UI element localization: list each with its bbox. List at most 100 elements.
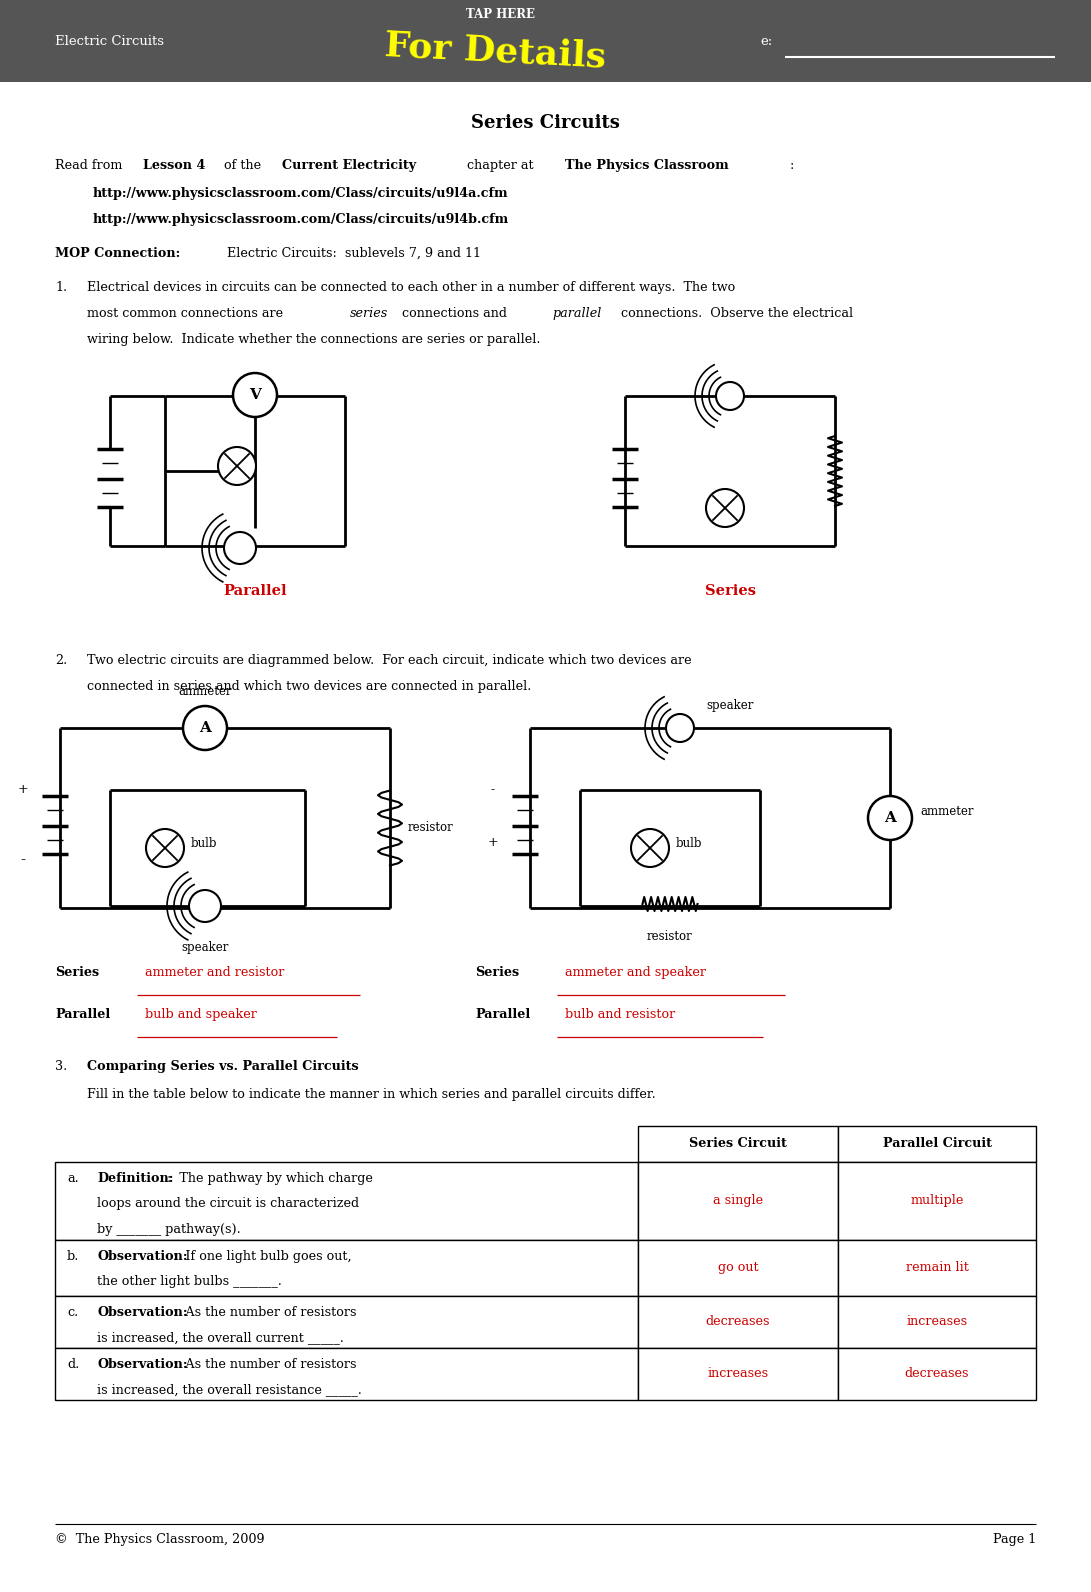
Bar	[638, 1240, 838, 1296]
Text: :  As the number of resistors: : As the number of resistors	[173, 1305, 357, 1320]
Text: most common connections are: most common connections are	[87, 307, 287, 320]
Text: Series: Series	[475, 966, 519, 979]
Bar	[638, 1296, 838, 1348]
Text: Series Circuit: Series Circuit	[690, 1138, 787, 1151]
Bar	[55, 1162, 638, 1240]
Text: connections.  Observe the electrical: connections. Observe the electrical	[618, 307, 853, 320]
Text: Parallel: Parallel	[55, 1008, 110, 1020]
Text: c.: c.	[67, 1305, 79, 1320]
Text: is increased, the overall current _____.: is increased, the overall current _____.	[97, 1331, 344, 1345]
Text: The Physics Classroom: The Physics Classroom	[565, 159, 729, 172]
Text: MOP Connection:: MOP Connection:	[55, 247, 180, 259]
Text: Observation:: Observation:	[97, 1305, 188, 1320]
Bar	[838, 1348, 1036, 1399]
Text: d.: d.	[67, 1358, 80, 1371]
Text: http://www.physicsclassroom.com/Class/circuits/u9l4a.cfm: http://www.physicsclassroom.com/Class/ci…	[93, 186, 508, 201]
Bar	[0, 0, 1091, 83]
Text: Observation:: Observation:	[97, 1250, 188, 1262]
Circle shape	[716, 382, 744, 411]
Bar	[638, 1126, 838, 1162]
Text: ammeter: ammeter	[920, 806, 973, 818]
Text: bulb: bulb	[191, 837, 217, 850]
Text: ammeter: ammeter	[178, 685, 231, 697]
Bar	[838, 1162, 1036, 1240]
Text: :  As the number of resistors: : As the number of resistors	[173, 1358, 357, 1371]
Text: A: A	[884, 810, 896, 825]
Text: ammeter and speaker: ammeter and speaker	[565, 966, 706, 979]
Text: multiple: multiple	[910, 1194, 963, 1207]
Text: Electric Circuits:  sublevels 7, 9 and 11: Electric Circuits: sublevels 7, 9 and 11	[227, 247, 481, 259]
Text: Series Circuits: Series Circuits	[471, 115, 620, 132]
Text: Current Electricity: Current Electricity	[281, 159, 416, 172]
Text: Parallel: Parallel	[475, 1008, 530, 1020]
Text: is increased, the overall resistance _____.: is increased, the overall resistance ___…	[97, 1383, 362, 1396]
Bar	[838, 1296, 1036, 1348]
Text: the other light bulbs _______.: the other light bulbs _______.	[97, 1275, 281, 1288]
Circle shape	[146, 829, 184, 868]
Text: decreases: decreases	[706, 1315, 770, 1328]
Text: :  If one light bulb goes out,: : If one light bulb goes out,	[173, 1250, 351, 1262]
Text: Read from: Read from	[55, 159, 127, 172]
Text: resistor: resistor	[647, 930, 693, 942]
Text: Parallel Circuit: Parallel Circuit	[883, 1138, 992, 1151]
Text: 2.: 2.	[55, 654, 68, 667]
Text: loops around the circuit is characterized: loops around the circuit is characterize…	[97, 1197, 359, 1210]
Text: connected in series and which two devices are connected in parallel.: connected in series and which two device…	[87, 680, 531, 693]
Circle shape	[666, 713, 694, 742]
Bar	[55, 1348, 638, 1399]
Text: decreases: decreases	[904, 1368, 969, 1380]
Text: remain lit: remain lit	[906, 1261, 969, 1275]
Text: +: +	[17, 783, 28, 796]
Text: http://www.physicsclassroom.com/Class/circuits/u9l4b.cfm: http://www.physicsclassroom.com/Class/ci…	[93, 213, 509, 226]
Circle shape	[183, 705, 227, 750]
Text: ammeter and resistor: ammeter and resistor	[145, 966, 285, 979]
Text: Parallel: Parallel	[224, 584, 287, 599]
Text: resistor: resistor	[408, 821, 454, 834]
Circle shape	[218, 447, 256, 486]
Bar	[55, 1296, 638, 1348]
Text: +: +	[488, 836, 499, 850]
Text: -: -	[21, 853, 25, 868]
Text: TAP HERE: TAP HERE	[466, 8, 535, 21]
Text: wiring below.  Indicate whether the connections are series or parallel.: wiring below. Indicate whether the conne…	[87, 333, 540, 345]
Circle shape	[233, 373, 277, 417]
Text: go out: go out	[718, 1261, 758, 1275]
Text: b.: b.	[67, 1250, 80, 1262]
Text: of the: of the	[220, 159, 265, 172]
Text: Definition:: Definition:	[97, 1172, 173, 1184]
Text: Fill in the table below to indicate the manner in which series and parallel circ: Fill in the table below to indicate the …	[87, 1087, 656, 1102]
Text: bulb and resistor: bulb and resistor	[565, 1008, 675, 1020]
Text: A: A	[199, 721, 211, 736]
Circle shape	[189, 890, 221, 922]
Text: :: :	[790, 159, 794, 172]
Bar	[838, 1240, 1036, 1296]
Circle shape	[224, 532, 256, 564]
Text: Series: Series	[55, 966, 99, 979]
Text: a single: a single	[712, 1194, 763, 1207]
Circle shape	[631, 829, 669, 868]
Bar	[638, 1162, 838, 1240]
Text: Series: Series	[705, 584, 755, 599]
Circle shape	[868, 796, 912, 841]
Text: by _______ pathway(s).: by _______ pathway(s).	[97, 1223, 241, 1235]
Text: speaker: speaker	[706, 699, 754, 713]
Text: Page 1: Page 1	[993, 1533, 1036, 1546]
Text: 3.: 3.	[55, 1060, 68, 1073]
Text: ©  The Physics Classroom, 2009: © The Physics Classroom, 2009	[55, 1533, 265, 1546]
Bar	[638, 1348, 838, 1399]
Text: increases: increases	[707, 1368, 768, 1380]
Bar	[55, 1240, 638, 1296]
Text: series: series	[350, 307, 388, 320]
Text: 1.: 1.	[55, 282, 68, 295]
Text: chapter at: chapter at	[463, 159, 538, 172]
Text: Observation:: Observation:	[97, 1358, 188, 1371]
Text: increases: increases	[907, 1315, 968, 1328]
Text: Electrical devices in circuits can be connected to each other in a number of dif: Electrical devices in circuits can be co…	[87, 282, 735, 295]
Circle shape	[706, 489, 744, 527]
Text: Electric Circuits: Electric Circuits	[55, 35, 164, 48]
Text: parallel: parallel	[552, 307, 601, 320]
Text: -: -	[491, 783, 495, 796]
Text: connections and: connections and	[398, 307, 511, 320]
Text: Two electric circuits are diagrammed below.  For each circuit, indicate which tw: Two electric circuits are diagrammed bel…	[87, 654, 692, 667]
Text: For Details: For Details	[383, 29, 607, 73]
